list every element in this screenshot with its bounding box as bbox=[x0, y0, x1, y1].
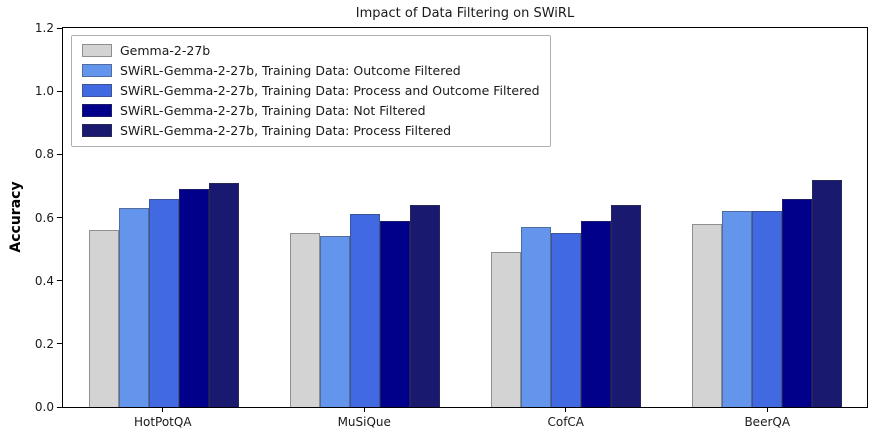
y-tick-label: 0.8 bbox=[34, 147, 54, 162]
bar bbox=[550, 233, 581, 407]
y-tick-mark bbox=[57, 27, 62, 29]
legend: Gemma-2-27b SWiRL-Gemma-2-27b, Training D… bbox=[71, 35, 551, 147]
y-tick: 0.0 bbox=[35, 400, 62, 414]
legend-label: SWiRL-Gemma-2-27b, Training Data: Outcom… bbox=[120, 63, 461, 78]
x-axis-ticks: HotPotQA MuSiQue CofCA BeerQA bbox=[62, 408, 868, 429]
y-tick-mark bbox=[57, 153, 62, 155]
legend-label: SWiRL-Gemma-2-27b, Training Data: Proces… bbox=[120, 83, 540, 98]
legend-swatch bbox=[82, 84, 112, 97]
y-tick-label: 0.0 bbox=[34, 400, 54, 414]
y-tick-label: 1.2 bbox=[34, 21, 54, 35]
bar bbox=[781, 198, 812, 407]
y-tick-label: 0.6 bbox=[34, 210, 54, 225]
bar bbox=[208, 182, 239, 407]
legend-entry: SWiRL-Gemma-2-27b, Training Data: Outcom… bbox=[82, 63, 540, 78]
bar bbox=[751, 211, 782, 407]
legend-entry: Gemma-2-27b bbox=[82, 43, 540, 58]
bar bbox=[721, 211, 752, 407]
y-tick-mark bbox=[57, 343, 62, 345]
bar-group-MuSiQue bbox=[264, 28, 465, 407]
bar bbox=[520, 226, 551, 407]
legend-label: SWiRL-Gemma-2-27b, Training Data: Proces… bbox=[120, 123, 452, 138]
y-tick-label: 0.4 bbox=[34, 273, 54, 288]
y-tick: 0.6 bbox=[35, 211, 62, 225]
bar bbox=[88, 230, 119, 407]
x-tick-label: BeerQA bbox=[744, 415, 791, 429]
bar bbox=[409, 204, 440, 407]
y-tick-mark bbox=[57, 406, 62, 408]
bar bbox=[148, 198, 179, 407]
y-axis-label: Accuracy bbox=[8, 181, 24, 253]
bars-container bbox=[63, 28, 867, 407]
x-tick: HotPotQA bbox=[62, 408, 264, 429]
x-tick: CofCA bbox=[465, 408, 667, 429]
y-tick: 1.0 bbox=[35, 84, 62, 98]
legend-label: Gemma-2-27b bbox=[120, 43, 211, 58]
y-tick-mark bbox=[57, 90, 62, 92]
bar bbox=[178, 189, 209, 407]
chart-title: Impact of Data Filtering on SWiRL bbox=[355, 6, 575, 21]
bar bbox=[379, 220, 410, 407]
x-tick-mark bbox=[565, 408, 567, 412]
legend-entry: SWiRL-Gemma-2-27b, Training Data: Proces… bbox=[82, 83, 540, 98]
y-tick-label: 0.2 bbox=[34, 336, 54, 351]
x-tick-label: HotPotQA bbox=[133, 415, 192, 429]
bar-group-BeerQA bbox=[666, 28, 867, 407]
legend-entry: SWiRL-Gemma-2-27b, Training Data: Not Fi… bbox=[82, 103, 540, 118]
y-tick-label: 1.0 bbox=[34, 84, 54, 99]
y-tick-mark bbox=[57, 217, 62, 218]
x-tick-mark bbox=[766, 408, 768, 412]
x-tick-mark bbox=[162, 408, 164, 412]
x-tick-mark bbox=[363, 408, 365, 412]
bar bbox=[319, 236, 350, 407]
x-tick-label: MuSiQue bbox=[337, 415, 391, 429]
legend-swatch bbox=[82, 64, 112, 77]
bar bbox=[289, 233, 320, 407]
legend-label: SWiRL-Gemma-2-27b, Training Data: Not Fi… bbox=[120, 103, 426, 118]
y-tick: 0.8 bbox=[35, 147, 62, 161]
legend-swatch bbox=[82, 104, 112, 117]
bar-group-HotPotQA bbox=[63, 28, 264, 407]
bar bbox=[580, 220, 611, 407]
bar bbox=[811, 179, 842, 407]
y-tick: 0.2 bbox=[35, 337, 62, 351]
bar bbox=[610, 204, 641, 407]
x-tick: BeerQA bbox=[667, 408, 869, 429]
legend-swatch bbox=[82, 124, 112, 137]
bar-group-CofCA bbox=[465, 28, 666, 407]
legend-entry: SWiRL-Gemma-2-27b, Training Data: Proces… bbox=[82, 123, 540, 138]
x-tick: MuSiQue bbox=[264, 408, 466, 429]
plot-area: 0.0 0.2 0.4 0.6 0.8 1.0 1.2 Gemma-2-27b SWiRL-G… bbox=[35, 21, 868, 414]
y-tick: 0.4 bbox=[35, 274, 62, 288]
bar bbox=[118, 208, 149, 407]
bar bbox=[490, 252, 521, 407]
x-tick-label: CofCA bbox=[547, 415, 585, 429]
bar bbox=[691, 223, 722, 407]
y-tick: 1.2 bbox=[35, 21, 62, 35]
legend-swatch bbox=[82, 44, 112, 57]
y-tick-mark bbox=[57, 280, 62, 282]
bar bbox=[349, 214, 380, 407]
